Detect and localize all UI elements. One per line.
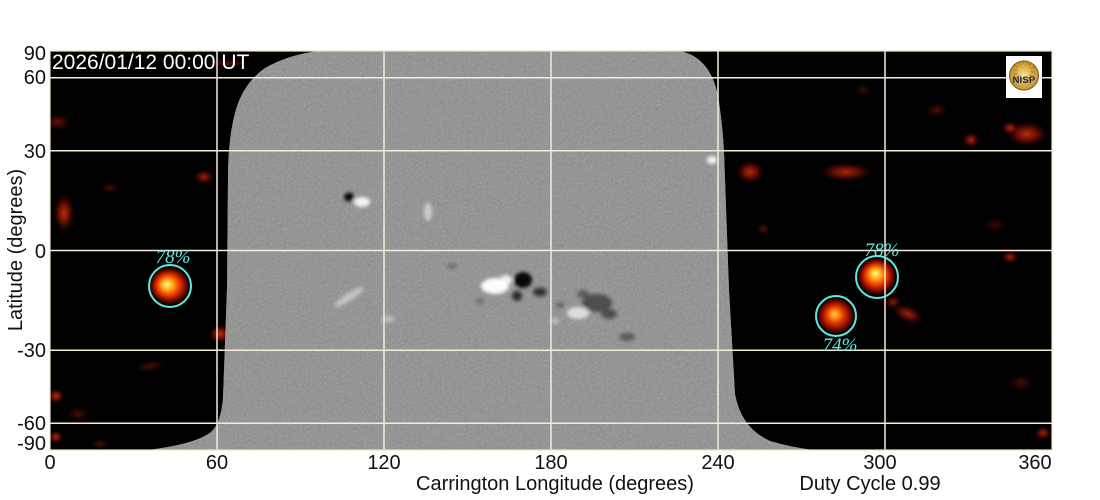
- black-flux-patch: [582, 294, 612, 312]
- faint-signal-blob: [53, 193, 75, 233]
- faint-signal-blob: [133, 359, 167, 373]
- faint-signal-blob: [1001, 250, 1019, 264]
- detection-circle-right-upper: [855, 255, 899, 299]
- detection-circle-right-lower: [815, 295, 857, 337]
- y-tick-90: 90: [24, 43, 46, 65]
- black-flux-patch: [344, 192, 354, 202]
- datetime-stamp: 2026/01/12 00:00 UT: [52, 51, 249, 74]
- y-tick--30: -30: [17, 340, 46, 362]
- faint-signal-blob: [204, 58, 252, 68]
- white-flux-patch: [334, 287, 364, 307]
- faint-signal-blob: [193, 169, 215, 185]
- detection-label-left: 78%: [156, 247, 191, 268]
- y-axis-title: Latitude (degrees): [5, 169, 27, 331]
- faint-signal-blob: [50, 113, 72, 131]
- detection-label-right-upper: 78%: [865, 240, 900, 261]
- black-flux-patch: [556, 302, 564, 308]
- nisp-logo-text: NISP: [1013, 75, 1036, 86]
- faint-signal-blob: [66, 406, 90, 422]
- x-tick-180: 180: [534, 452, 567, 474]
- detection-circle-left: [148, 264, 192, 308]
- faint-signal-blob: [854, 84, 872, 96]
- detection-hotspot-right-upper: [856, 257, 898, 297]
- x-tick-360: 360: [1018, 452, 1051, 474]
- black-flux-patch: [601, 309, 617, 319]
- faint-signal-blob: [1008, 374, 1034, 392]
- black-flux-patch: [512, 291, 522, 301]
- faint-signal-blob: [756, 223, 770, 235]
- nisp-logo-rays-icon: [1013, 60, 1035, 82]
- y-tick-0: 0: [35, 241, 46, 263]
- x-tick-120: 120: [367, 452, 400, 474]
- grid-lines: [50, 51, 1052, 450]
- black-flux-patch: [447, 263, 457, 269]
- duty-cycle-label: Duty Cycle 0.99: [799, 473, 940, 495]
- faint-signal-blob: [925, 102, 949, 118]
- y-tick-60: 60: [24, 67, 46, 89]
- x-tick-240: 240: [701, 452, 734, 474]
- black-flux-patch: [514, 272, 532, 288]
- white-flux-patch: [550, 318, 560, 324]
- y-axis-ticks: 90 60 30 0 -30 -60 -90: [17, 43, 46, 455]
- faint-signal-blob: [735, 160, 765, 184]
- black-flux-patch: [476, 298, 484, 304]
- white-flux-patch: [707, 156, 717, 164]
- faint-signal-blob: [962, 132, 980, 148]
- y-tick--90: -90: [17, 433, 46, 455]
- y-tick--60: -60: [17, 413, 46, 435]
- faint-signal-blob: [891, 303, 925, 325]
- y-tick-30: 30: [24, 141, 46, 163]
- black-flux-patch: [533, 287, 547, 297]
- x-tick-60: 60: [206, 452, 228, 474]
- x-tick-0: 0: [44, 452, 55, 474]
- faint-signal-blob: [50, 430, 64, 444]
- faint-signal-blob: [983, 216, 1007, 234]
- faint-signal-blob: [91, 438, 109, 450]
- x-axis-ticks: 0 60 120 180 240 300 360: [44, 452, 1051, 474]
- nisp-logo: NISP: [1006, 56, 1042, 98]
- x-axis-title: Carrington Longitude (degrees): [416, 473, 694, 495]
- detection-annotations: 78% 78% 74%: [148, 240, 900, 356]
- magnetogram-active-regions: [334, 156, 717, 341]
- white-flux-patch: [500, 275, 512, 285]
- faint-signal-blob: [50, 388, 65, 404]
- faint-signal-blob: [1034, 426, 1052, 440]
- white-flux-patch: [567, 307, 589, 319]
- faint-signal-blob: [100, 182, 120, 194]
- white-flux-patch: [381, 315, 395, 323]
- x-tick-300: 300: [863, 452, 896, 474]
- plot-frame: [49, 50, 1053, 451]
- white-flux-patch: [424, 203, 432, 221]
- faint-signal-blob: [818, 162, 874, 182]
- white-flux-patch: [354, 197, 370, 207]
- black-flux-patch: [619, 333, 635, 341]
- detection-hotspot-right-lower: [816, 297, 856, 335]
- faint-signal-blob: [1001, 121, 1019, 135]
- detection-label-right-lower: 74%: [823, 335, 858, 356]
- farside-signal-noise: [50, 58, 1052, 450]
- black-flux-patch: [577, 290, 589, 298]
- detection-hotspot-left: [148, 266, 192, 306]
